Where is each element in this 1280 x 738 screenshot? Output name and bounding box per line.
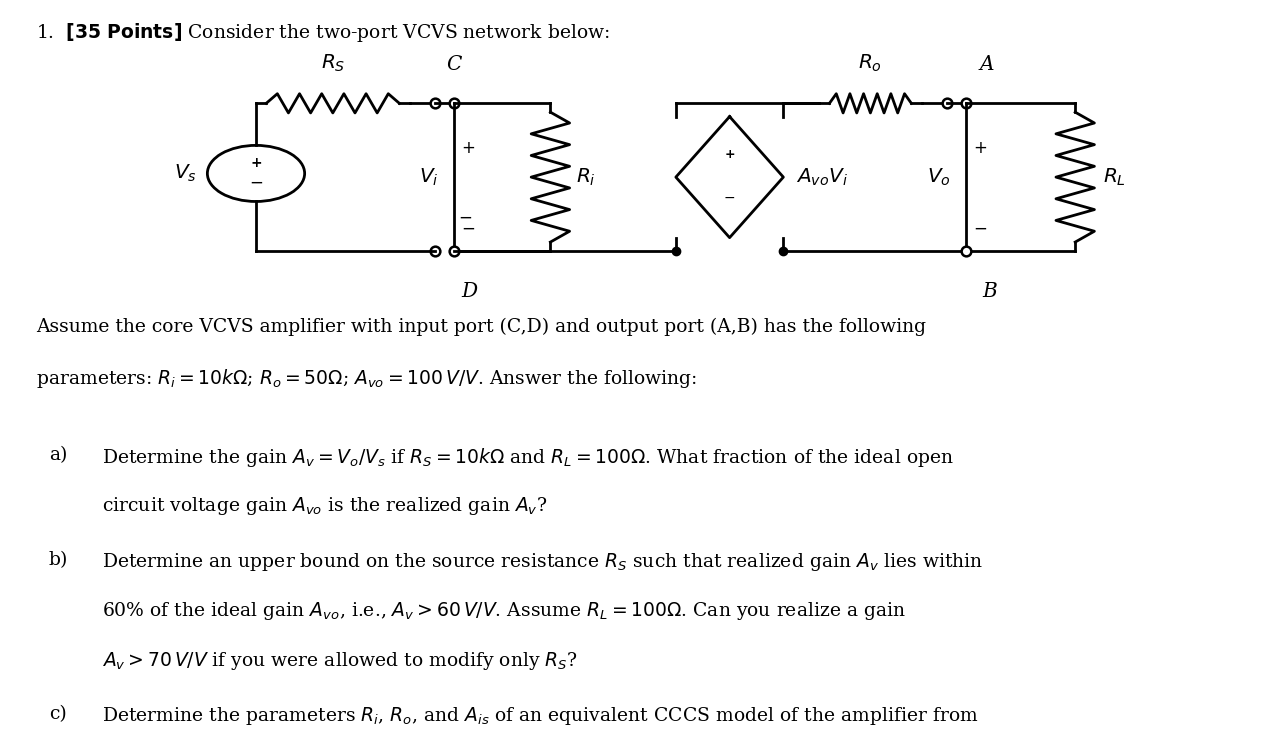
Text: $A_{vo}V_i$: $A_{vo}V_i$ [796,167,849,187]
Text: $R_L$: $R_L$ [1103,167,1126,187]
Text: A: A [979,55,993,74]
Text: Assume the core VCVS amplifier with input port (C,D) and output port (A,B) has t: Assume the core VCVS amplifier with inpu… [36,317,925,336]
Text: D: D [462,282,477,301]
Text: $R_o$: $R_o$ [859,52,882,74]
Text: c): c) [49,705,67,723]
Text: a): a) [49,446,67,464]
Text: −: − [458,209,472,227]
Text: 60% of the ideal gain $A_{vo}$, i.e., $A_v > 60\,V/V$. Assume $R_L = 100\Omega$.: 60% of the ideal gain $A_{vo}$, i.e., $A… [102,600,906,622]
Text: +: + [724,148,735,161]
Text: Determine the gain $A_v = V_o/V_s$ if $R_S = 10k\Omega$ and $R_L = 100\Omega$. W: Determine the gain $A_v = V_o/V_s$ if $R… [102,446,955,469]
Text: +: + [250,156,262,170]
Text: Determine the parameters $R_i$, $R_o$, and $A_{is}$ of an equivalent CCCS model : Determine the parameters $R_i$, $R_o$, a… [102,705,979,727]
Text: circuit voltage gain $A_{vo}$ is the realized gain $A_v$?: circuit voltage gain $A_{vo}$ is the rea… [102,495,548,517]
Text: Determine an upper bound on the source resistance $R_S$ such that realized gain : Determine an upper bound on the source r… [102,551,983,573]
Text: B: B [982,282,997,301]
Text: 1.  $\mathbf{[35\ Points]}$ Consider the two-port VCVS network below:: 1. $\mathbf{[35\ Points]}$ Consider the … [36,21,609,44]
Text: −: − [723,191,736,205]
Text: $R_S$: $R_S$ [320,52,346,74]
Text: $R_i$: $R_i$ [576,167,596,187]
Text: b): b) [49,551,68,569]
Text: −: − [250,173,262,191]
Text: $A_v > 70\,V/V$ if you were allowed to modify only $R_S$?: $A_v > 70\,V/V$ if you were allowed to m… [102,649,579,672]
Text: parameters: $R_i = 10k\Omega$; $R_o = 50\Omega$; $A_{vo} = 100\,V/V$. Answer the: parameters: $R_i = 10k\Omega$; $R_o = 50… [36,367,698,390]
Text: +: + [461,139,475,156]
Text: C: C [447,55,462,74]
Text: −: − [461,220,475,238]
Text: $V_i$: $V_i$ [420,167,439,187]
Text: +: + [973,139,987,156]
Text: −: − [973,220,987,238]
Text: $V_s$: $V_s$ [174,163,197,184]
Text: $V_o$: $V_o$ [927,167,951,187]
